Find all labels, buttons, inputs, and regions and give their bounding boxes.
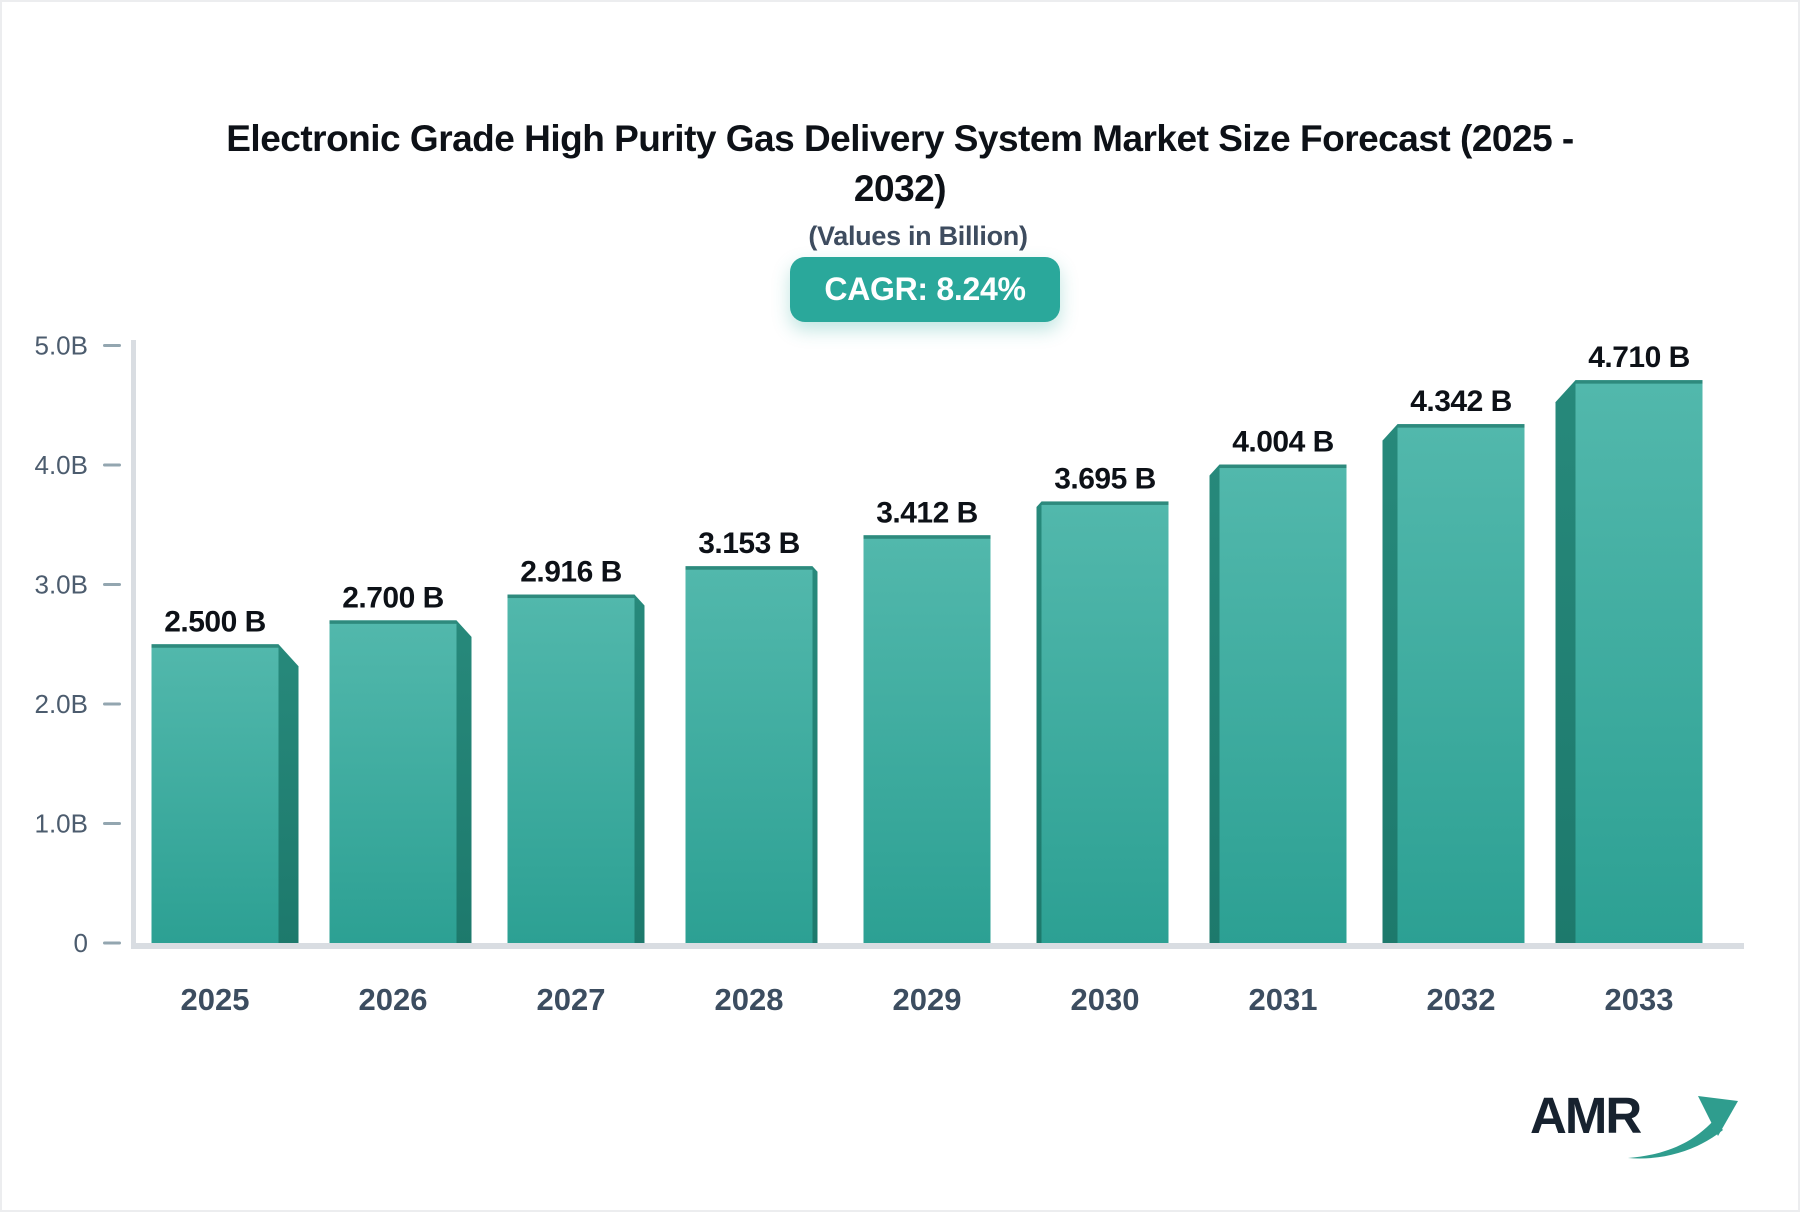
y-tick-label-4.0B: 4.0B xyxy=(35,450,89,480)
bar-2033[interactable] xyxy=(1575,380,1703,946)
y-tick-4.0B xyxy=(103,463,121,467)
chart-title-line1: Electronic Grade High Purity Gas Deliver… xyxy=(226,118,1574,159)
bar-side-2025 xyxy=(278,644,299,946)
bar-2027[interactable] xyxy=(507,594,635,946)
y-tick-label-0: 0 xyxy=(74,928,88,958)
bar-top-rim-2031 xyxy=(1219,464,1347,469)
y-tick-label-3.0B: 3.0B xyxy=(35,570,89,600)
bar-2028[interactable] xyxy=(685,566,813,946)
value-label-2028: 3.153 B xyxy=(698,527,800,560)
y-tick-label-2.0B: 2.0B xyxy=(35,689,89,719)
value-label-2032: 4.342 B xyxy=(1410,385,1512,418)
y-tick-2.0B xyxy=(103,702,121,706)
x-label-2025: 2025 xyxy=(181,982,250,1017)
y-tick-1.0B xyxy=(103,822,121,825)
bar-top-rim-2026 xyxy=(329,620,457,624)
bar-side-2031 xyxy=(1209,464,1220,946)
bar-top-rim-2032 xyxy=(1397,424,1525,428)
value-label-2033: 4.710 B xyxy=(1588,341,1690,374)
x-label-2031: 2031 xyxy=(1249,982,1318,1017)
y-tick-5.0B xyxy=(103,344,121,347)
x-label-2027: 2027 xyxy=(537,982,606,1017)
chart-title-line2: 2032) xyxy=(853,168,947,209)
x-label-2033: 2033 xyxy=(1605,982,1674,1017)
amr-logo-arrow-icon xyxy=(1628,1096,1739,1159)
value-label-2027: 2.916 B xyxy=(520,556,622,589)
bar-2030[interactable] xyxy=(1041,501,1169,946)
chart-subtitle: (Values in Billion) xyxy=(808,221,1028,251)
bar-side-2032 xyxy=(1382,424,1398,947)
bar-2026[interactable] xyxy=(329,620,457,946)
bar-2029[interactable] xyxy=(863,535,991,946)
x-label-2030: 2030 xyxy=(1071,982,1140,1017)
amr-logo-text: AMR xyxy=(1530,1087,1642,1144)
chart-title: Electronic Grade High Purity Gas Deliver… xyxy=(2,114,1798,214)
bar-top-rim-2027 xyxy=(507,594,635,599)
bar-side-2028 xyxy=(812,566,818,946)
y-tick-0 xyxy=(103,941,121,945)
bar-2031[interactable] xyxy=(1219,464,1347,946)
y-tick-label-5.0B: 5.0B xyxy=(35,331,89,361)
value-label-2025: 2.500 B xyxy=(164,605,266,638)
bar-side-2030 xyxy=(1036,501,1042,946)
bar-top-rim-2030 xyxy=(1041,501,1169,505)
bar-2032[interactable] xyxy=(1397,424,1525,947)
amr-logo: AMR xyxy=(1530,1090,1746,1168)
x-label-2028: 2028 xyxy=(715,982,784,1017)
cagr-badge: CAGR: 8.24% xyxy=(790,257,1060,322)
y-axis-line xyxy=(131,340,136,949)
value-label-2030: 3.695 B xyxy=(1054,462,1156,495)
bar-top-rim-2025 xyxy=(151,644,279,648)
bar-top-rim-2033 xyxy=(1575,380,1703,384)
bar-top-rim-2029 xyxy=(863,535,991,539)
bar-side-2027 xyxy=(634,594,645,946)
bar-side-2026 xyxy=(456,620,472,946)
x-axis-line xyxy=(131,943,1744,949)
x-label-2029: 2029 xyxy=(893,982,962,1017)
x-label-2026: 2026 xyxy=(359,982,428,1017)
x-label-2032: 2032 xyxy=(1427,982,1496,1017)
bar-top-rim-2028 xyxy=(685,566,813,570)
value-label-2031: 4.004 B xyxy=(1232,426,1334,459)
bar-2025[interactable] xyxy=(151,644,279,946)
bar-side-2033 xyxy=(1555,380,1576,946)
cagr-badge-row: CAGR: 8.24% xyxy=(2,257,1798,322)
y-tick-label-1.0B: 1.0B xyxy=(35,809,89,839)
value-label-2029: 3.412 B xyxy=(876,496,978,529)
value-label-2026: 2.700 B xyxy=(342,581,444,614)
y-tick-3.0B xyxy=(103,583,121,586)
